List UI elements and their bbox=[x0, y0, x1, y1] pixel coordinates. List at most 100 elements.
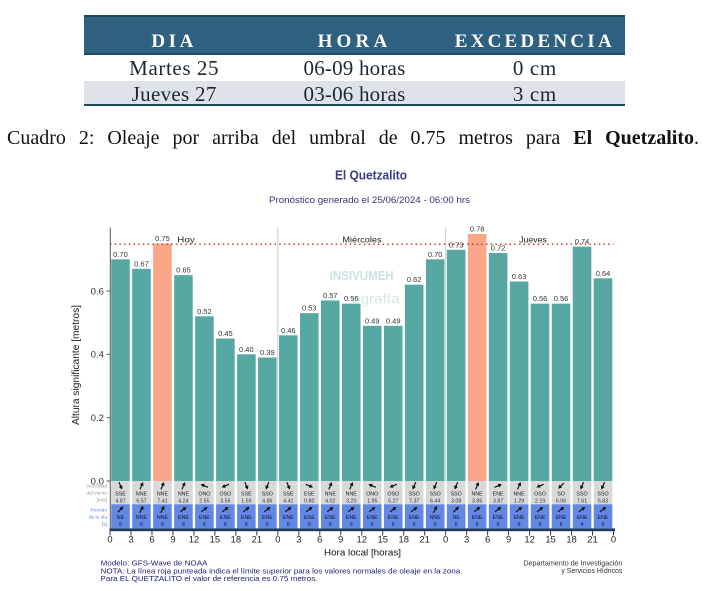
svg-text:0.40: 0.40 bbox=[239, 345, 254, 354]
svg-text:3.20: 3.20 bbox=[346, 499, 356, 505]
svg-text:4: 4 bbox=[581, 522, 584, 528]
svg-text:3.56: 3.56 bbox=[220, 499, 230, 505]
svg-text:6: 6 bbox=[149, 534, 154, 545]
svg-text:y Servicios Hídricos: y Servicios Hídricos bbox=[561, 566, 622, 575]
svg-text:[s]: [s] bbox=[102, 522, 107, 528]
svg-text:ENE: ENE bbox=[283, 515, 294, 521]
svg-text:Modelo: GFS-Wave de NOAA: Modelo: GFS-Wave de NOAA bbox=[101, 559, 208, 568]
svg-text:0.63: 0.63 bbox=[512, 272, 527, 281]
svg-text:SSO: SSO bbox=[430, 492, 441, 498]
svg-text:7.61: 7.61 bbox=[577, 499, 587, 505]
svg-text:0.75: 0.75 bbox=[155, 234, 170, 243]
svg-text:0.49: 0.49 bbox=[365, 316, 380, 325]
svg-text:6: 6 bbox=[245, 522, 248, 528]
svg-text:0.45: 0.45 bbox=[218, 329, 233, 338]
svg-text:ENE: ENE bbox=[325, 515, 336, 521]
svg-text:ENE: ENE bbox=[262, 515, 273, 521]
svg-text:ENE: ENE bbox=[535, 515, 546, 521]
svg-text:NNE: NNE bbox=[157, 492, 169, 498]
svg-text:ENE: ENE bbox=[556, 515, 567, 521]
svg-text:4.87: 4.87 bbox=[115, 499, 125, 505]
svg-text:3: 3 bbox=[464, 534, 469, 545]
svg-text:12: 12 bbox=[357, 534, 367, 545]
svg-text:NOTA: La línea roja punteada i: NOTA: La línea roja punteada indica el l… bbox=[101, 566, 463, 575]
svg-text:ENE: ENE bbox=[472, 515, 483, 521]
svg-text:1.59: 1.59 bbox=[241, 499, 251, 505]
svg-text:3: 3 bbox=[128, 534, 133, 545]
svg-text:18: 18 bbox=[231, 534, 241, 545]
svg-text:ENE: ENE bbox=[199, 515, 210, 521]
svg-text:15: 15 bbox=[210, 534, 220, 545]
svg-text:0.73: 0.73 bbox=[449, 240, 464, 249]
svg-text:NE: NE bbox=[452, 515, 460, 521]
svg-text:OSO: OSO bbox=[534, 492, 546, 498]
svg-text:0.80: 0.80 bbox=[304, 499, 314, 505]
svg-text:0.6: 0.6 bbox=[91, 286, 104, 297]
svg-text:21: 21 bbox=[419, 534, 429, 545]
svg-text:6: 6 bbox=[539, 522, 542, 528]
svg-text:del viento: del viento bbox=[86, 491, 107, 497]
svg-text:ENE: ENE bbox=[241, 515, 252, 521]
svg-text:9: 9 bbox=[338, 534, 343, 545]
svg-text:5: 5 bbox=[308, 522, 311, 528]
svg-text:6: 6 bbox=[182, 522, 185, 528]
svg-text:ENE: ENE bbox=[577, 515, 588, 521]
svg-text:5: 5 bbox=[602, 522, 605, 528]
svg-text:6: 6 bbox=[161, 522, 164, 528]
svg-text:9: 9 bbox=[170, 534, 175, 545]
svg-text:ENE: ENE bbox=[514, 515, 525, 521]
svg-text:3.08: 3.08 bbox=[451, 499, 461, 505]
svg-text:5.27: 5.27 bbox=[388, 499, 398, 505]
svg-text:NNE: NNE bbox=[513, 492, 525, 498]
svg-text:ENE: ENE bbox=[493, 515, 504, 521]
svg-text:4.86: 4.86 bbox=[262, 499, 272, 505]
svg-text:Periodo: Periodo bbox=[90, 508, 107, 514]
svg-text:Velocidad: Velocidad bbox=[86, 484, 107, 490]
svg-text:0.62: 0.62 bbox=[407, 275, 422, 284]
svg-text:6.44: 6.44 bbox=[430, 499, 440, 505]
svg-text:SSO: SSO bbox=[576, 492, 587, 498]
svg-text:6: 6 bbox=[560, 522, 563, 528]
svg-text:0.70: 0.70 bbox=[113, 250, 128, 259]
svg-text:0: 0 bbox=[611, 534, 616, 545]
svg-text:0.70: 0.70 bbox=[428, 250, 443, 259]
svg-text:ENE: ENE bbox=[598, 515, 609, 521]
svg-text:0.67: 0.67 bbox=[134, 259, 149, 268]
svg-text:18: 18 bbox=[398, 534, 408, 545]
svg-text:6: 6 bbox=[371, 522, 374, 528]
svg-text:5: 5 bbox=[434, 522, 437, 528]
svg-text:6: 6 bbox=[518, 522, 521, 528]
svg-text:ENE: ENE bbox=[304, 515, 315, 521]
svg-text:4.41: 4.41 bbox=[283, 499, 293, 505]
svg-text:1.29: 1.29 bbox=[514, 499, 524, 505]
svg-text:Hoy: Hoy bbox=[177, 234, 195, 244]
svg-text:6.06: 6.06 bbox=[556, 499, 566, 505]
svg-text:6: 6 bbox=[413, 522, 416, 528]
svg-text:ONO: ONO bbox=[198, 492, 210, 498]
svg-text:[m/s]: [m/s] bbox=[97, 498, 107, 504]
svg-text:SO: SO bbox=[557, 492, 565, 498]
svg-text:Pronóstico generado el 25/06/2: Pronóstico generado el 25/06/2024 - 06:0… bbox=[269, 195, 470, 205]
svg-text:6: 6 bbox=[203, 522, 206, 528]
svg-text:NNE: NNE bbox=[430, 515, 442, 521]
svg-text:5: 5 bbox=[455, 522, 458, 528]
svg-text:ENE: ENE bbox=[367, 515, 378, 521]
svg-text:18: 18 bbox=[566, 534, 576, 545]
svg-text:6: 6 bbox=[224, 522, 227, 528]
svg-text:ENE: ENE bbox=[178, 515, 189, 521]
svg-text:SSE: SSE bbox=[115, 492, 126, 498]
svg-text:0: 0 bbox=[275, 534, 280, 545]
svg-text:6: 6 bbox=[287, 522, 290, 528]
svg-text:4.24: 4.24 bbox=[178, 499, 188, 505]
svg-text:SSO: SSO bbox=[262, 492, 273, 498]
svg-text:ONO: ONO bbox=[366, 492, 378, 498]
svg-text:15: 15 bbox=[545, 534, 555, 545]
svg-text:3: 3 bbox=[296, 534, 301, 545]
svg-text:0.78: 0.78 bbox=[470, 224, 485, 233]
svg-text:OSO: OSO bbox=[219, 492, 231, 498]
svg-text:ENE: ENE bbox=[388, 515, 399, 521]
svg-text:SSE: SSE bbox=[241, 492, 252, 498]
svg-text:12: 12 bbox=[524, 534, 534, 545]
svg-text:6: 6 bbox=[350, 522, 353, 528]
svg-text:ENE: ENE bbox=[220, 515, 231, 521]
